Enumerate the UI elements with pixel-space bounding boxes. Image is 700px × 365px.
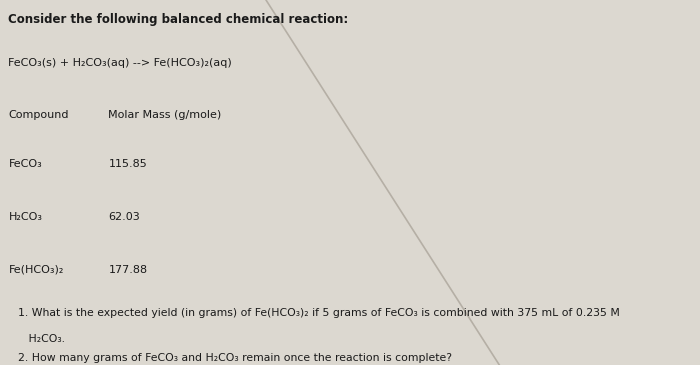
Text: 62.03: 62.03 — [108, 212, 140, 222]
Text: FeCO₃: FeCO₃ — [8, 159, 42, 169]
Text: Fe(HCO₃)₂: Fe(HCO₃)₂ — [8, 265, 64, 274]
Text: H₂CO₃.: H₂CO₃. — [18, 334, 64, 344]
Text: 2. How many grams of FeCO₃ and H₂CO₃ remain once the reaction is complete?: 2. How many grams of FeCO₃ and H₂CO₃ rem… — [18, 353, 452, 363]
Text: H₂CO₃: H₂CO₃ — [8, 212, 43, 222]
Text: Compound: Compound — [8, 110, 69, 119]
Text: 115.85: 115.85 — [108, 159, 147, 169]
Text: FeCO₃(s) + H₂CO₃(aq) --> Fe(HCO₃)₂(aq): FeCO₃(s) + H₂CO₃(aq) --> Fe(HCO₃)₂(aq) — [8, 58, 232, 68]
Text: Consider the following balanced chemical reaction:: Consider the following balanced chemical… — [8, 13, 349, 26]
Text: Molar Mass (g/mole): Molar Mass (g/mole) — [108, 110, 222, 119]
Text: 177.88: 177.88 — [108, 265, 148, 274]
Text: 1. What is the expected yield (in grams) of Fe(HCO₃)₂ if 5 grams of FeCO₃ is com: 1. What is the expected yield (in grams)… — [18, 308, 620, 318]
